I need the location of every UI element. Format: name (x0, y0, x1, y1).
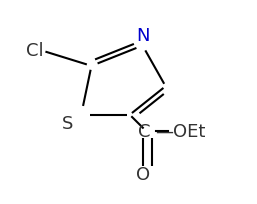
Text: —OEt: —OEt (155, 122, 206, 140)
Text: N: N (136, 27, 150, 45)
Text: S: S (62, 114, 73, 132)
Text: Cl: Cl (26, 41, 44, 59)
Text: O: O (136, 165, 150, 183)
Text: C: C (138, 122, 151, 140)
